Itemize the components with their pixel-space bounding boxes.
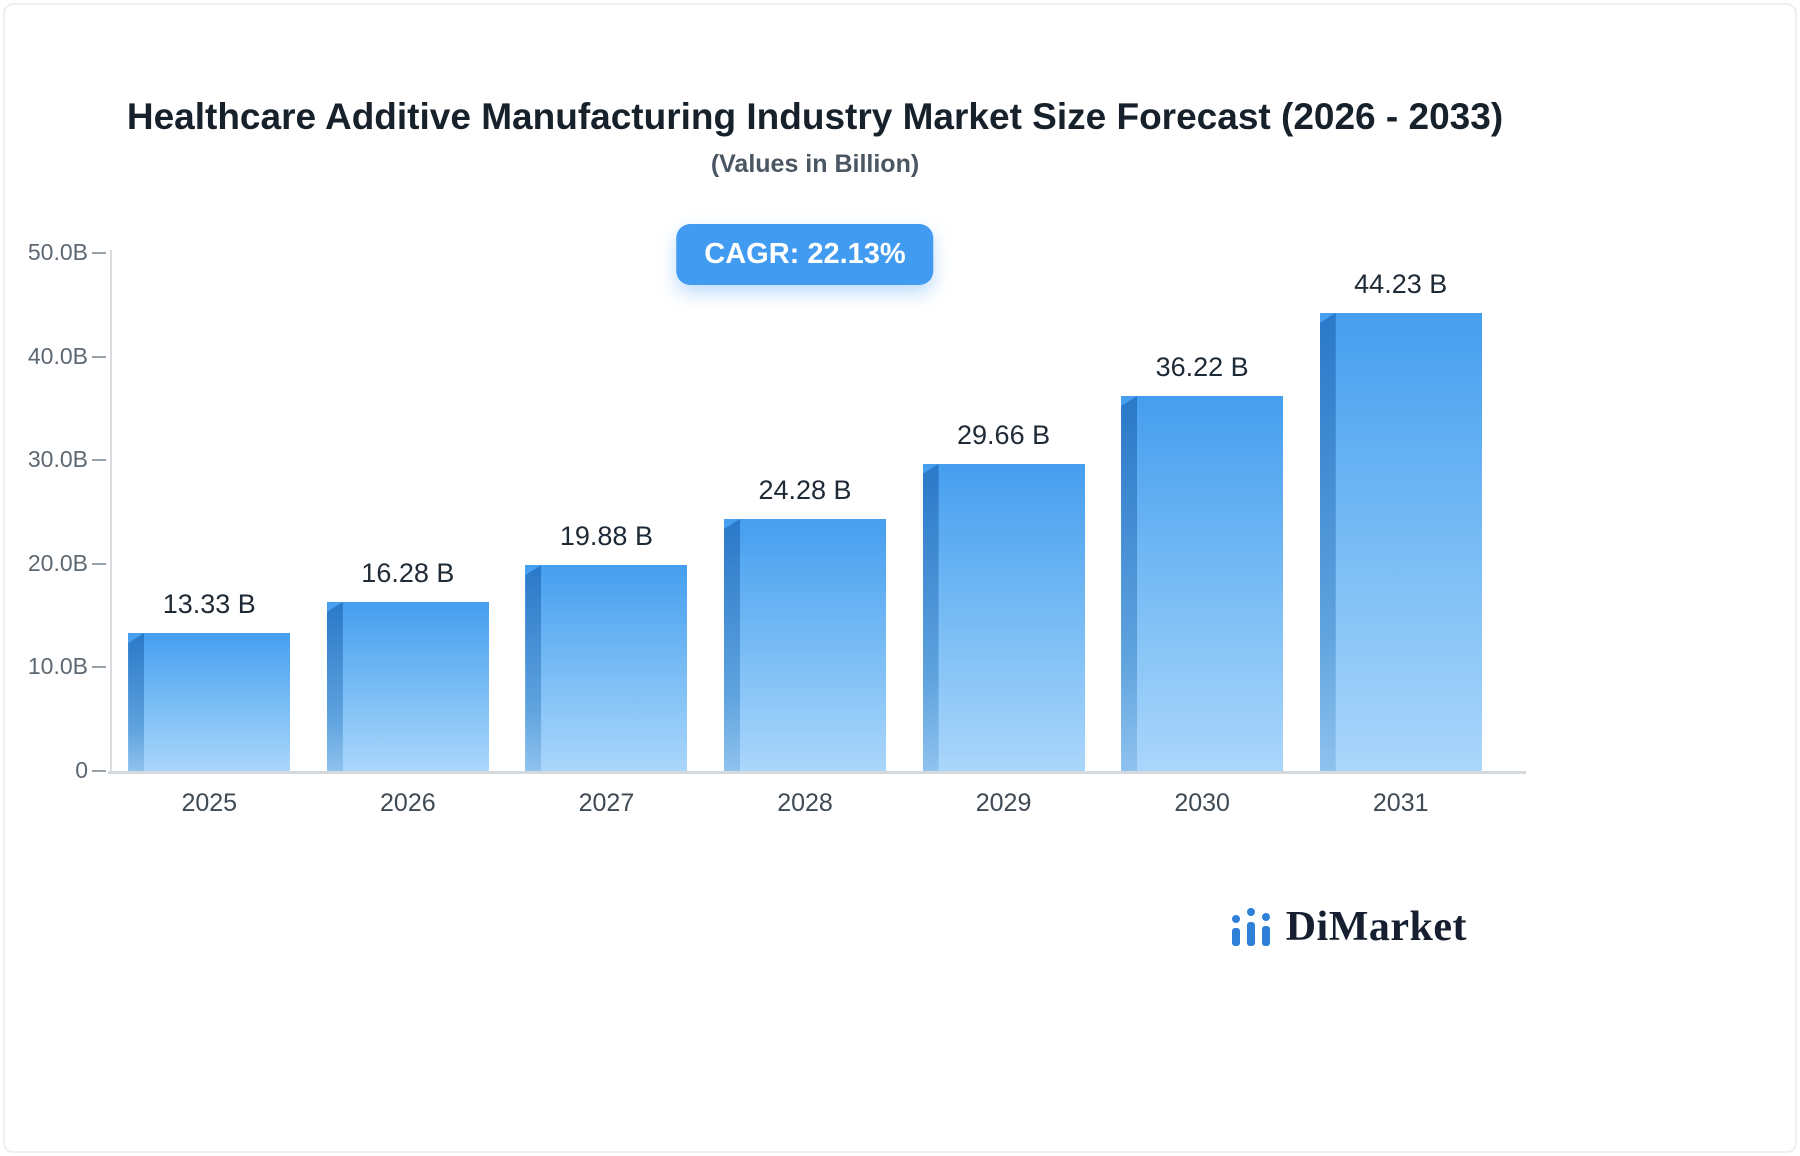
bar-2027 bbox=[525, 565, 688, 771]
chart-card-border bbox=[3, 3, 1797, 1153]
bar-2028 bbox=[724, 519, 886, 771]
y-axis-tick-label: 20.0B bbox=[27, 549, 88, 576]
bar-value-label: 16.28 B bbox=[361, 558, 455, 589]
y-axis-tick-label: 10.0B bbox=[27, 653, 88, 680]
y-axis-tick bbox=[92, 459, 106, 462]
bar-2030 bbox=[1121, 396, 1284, 771]
dimarket-logo-icon bbox=[1231, 908, 1270, 946]
x-axis-label: 2029 bbox=[975, 789, 1032, 817]
y-axis-tick-label: 40.0B bbox=[27, 342, 88, 369]
y-axis-line bbox=[110, 250, 112, 773]
cagr-badge: CAGR: 22.13% bbox=[676, 224, 934, 285]
bar-2029 bbox=[922, 464, 1085, 771]
bar-2026 bbox=[326, 602, 489, 771]
y-axis-tick-label: 0 bbox=[75, 757, 88, 783]
y-axis-tick bbox=[92, 770, 106, 772]
bar-value-label: 19.88 B bbox=[559, 521, 653, 552]
y-axis-tick bbox=[92, 666, 106, 669]
bar-2025 bbox=[128, 633, 291, 771]
bar-value-label: 24.28 B bbox=[758, 475, 852, 506]
x-axis-label: 2027 bbox=[578, 789, 635, 817]
y-axis-tick-label: 50.0B bbox=[27, 239, 88, 265]
bar-value-label: 36.22 B bbox=[1155, 351, 1249, 382]
bar-2031 bbox=[1319, 313, 1482, 771]
chart-subtitle: (Values in Billion) bbox=[710, 150, 920, 178]
x-axis-label: 2025 bbox=[181, 789, 238, 817]
dimarket-logo: DiMarket bbox=[1228, 903, 1467, 951]
dimarket-logo-text: DiMarket bbox=[1285, 904, 1467, 950]
bar-value-label: 29.66 B bbox=[957, 419, 1051, 450]
x-axis-label: 2028 bbox=[777, 789, 833, 817]
chart-title: Healthcare Additive Manufacturing Indust… bbox=[126, 96, 1504, 137]
y-axis-tick-label: 30.0B bbox=[27, 446, 88, 473]
x-axis-label: 2030 bbox=[1174, 789, 1230, 817]
x-axis-label: 2026 bbox=[380, 789, 436, 817]
y-axis-tick bbox=[92, 252, 106, 254]
y-axis-tick bbox=[92, 562, 106, 565]
y-axis-tick bbox=[92, 355, 106, 358]
bar-value-label: 44.23 B bbox=[1354, 268, 1448, 299]
bar-value-label: 13.33 B bbox=[162, 588, 256, 619]
x-axis-line bbox=[108, 771, 1526, 774]
x-axis-label: 2031 bbox=[1372, 789, 1429, 817]
